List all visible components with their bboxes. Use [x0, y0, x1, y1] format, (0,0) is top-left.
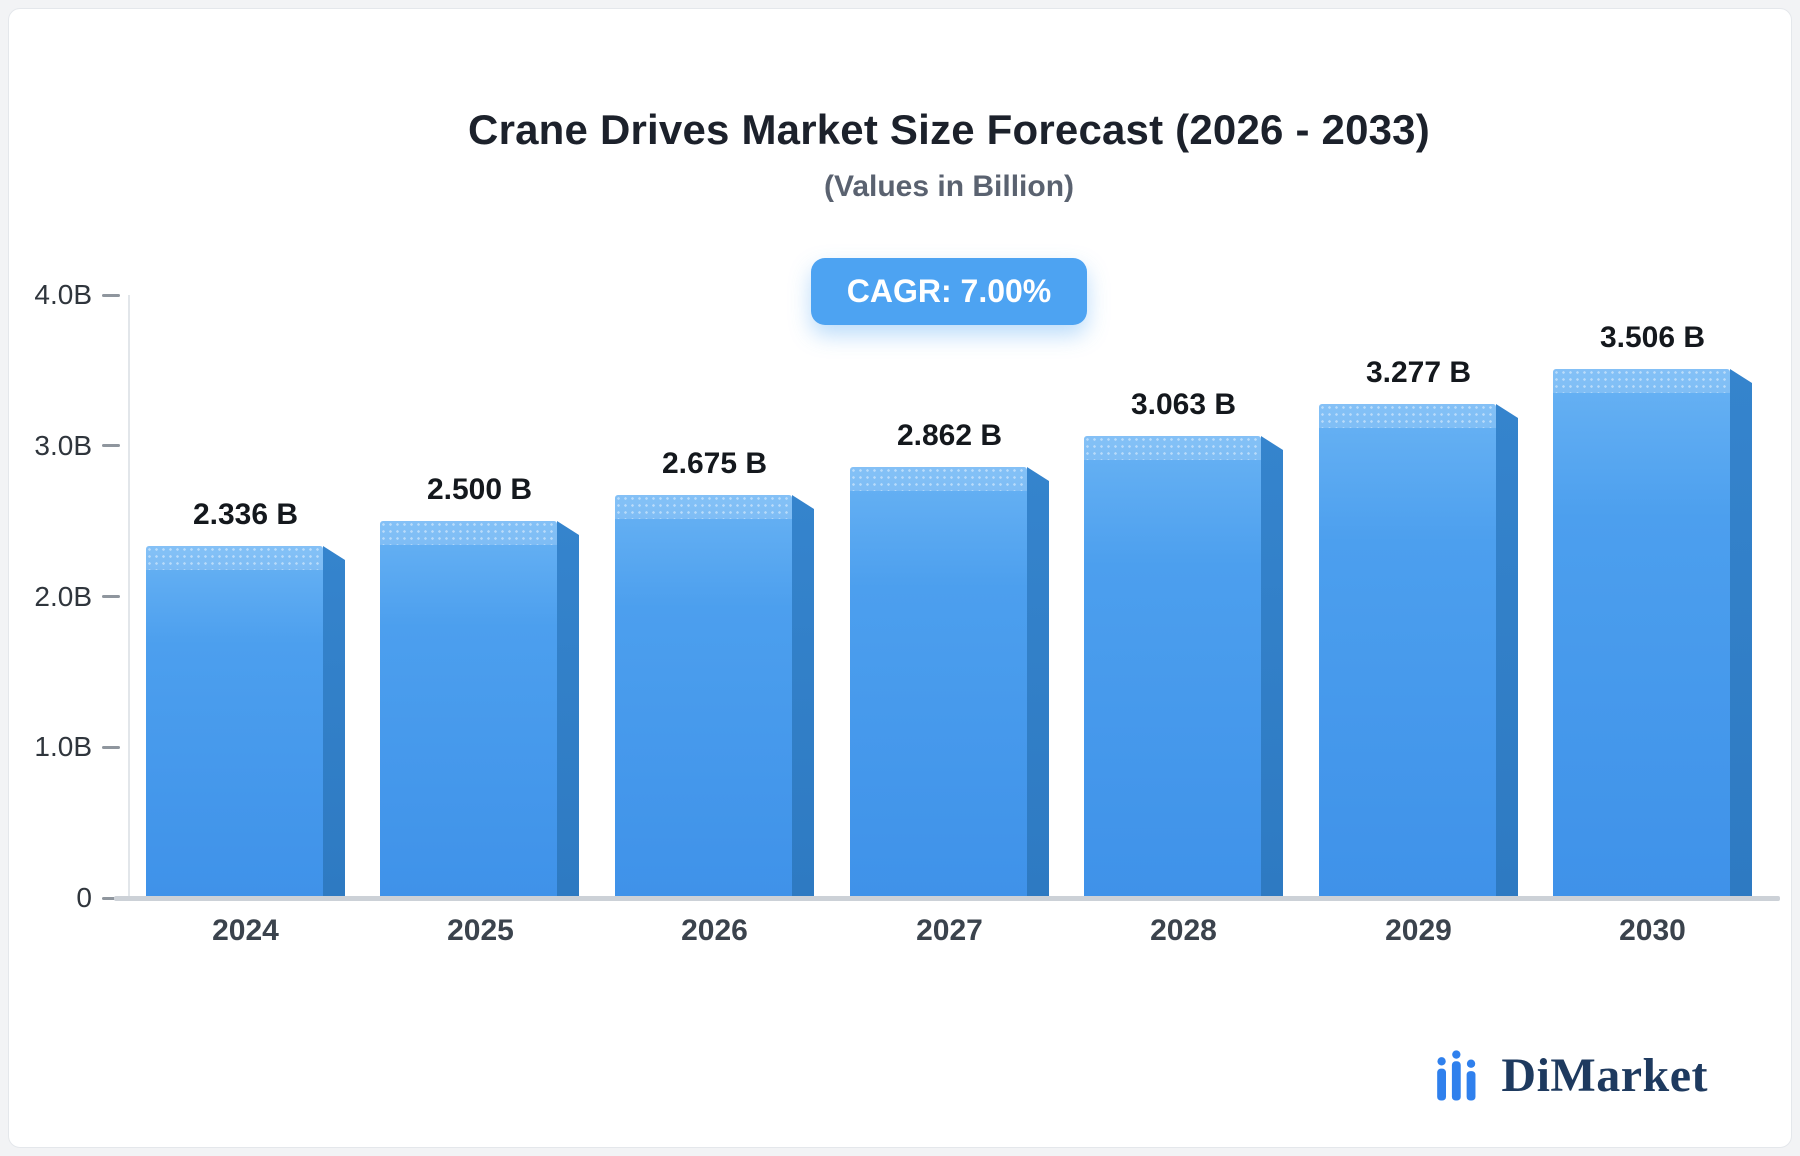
bar-2028	[1084, 436, 1261, 898]
y-tick-mark	[102, 896, 120, 900]
y-tick-label: 1.0B	[34, 731, 92, 763]
bar-side-2024	[323, 546, 345, 898]
brand-logo: DiMarket	[1433, 1048, 1708, 1103]
y-tick-mark	[102, 595, 120, 598]
bar-side-2025	[557, 521, 579, 898]
brand-name: DiMarket	[1501, 1049, 1708, 1102]
bar-2025	[380, 521, 557, 898]
bar-value-label: 3.506 B	[1599, 321, 1706, 354]
x-axis-label: 2024	[212, 914, 279, 947]
bar-2029	[1319, 404, 1496, 898]
cagr-badge-wrapper: CAGR: 7.00%	[128, 258, 1770, 325]
bar-side-2030	[1730, 369, 1752, 898]
bar-value-label: 2.862 B	[896, 419, 1003, 452]
chart-title: Crane Drives Market Size Forecast (2026 …	[468, 106, 1430, 153]
y-tick-mark	[102, 745, 120, 749]
x-axis-label: 2028	[1150, 914, 1217, 947]
bar-top-highlight	[146, 546, 323, 570]
bar-top-highlight	[615, 495, 792, 519]
bar-side-2026	[792, 495, 814, 898]
y-tick-label: 2.0B	[34, 580, 92, 612]
bar-top-highlight	[1553, 369, 1730, 393]
bar-top-highlight	[1319, 404, 1496, 428]
bar-2030	[1553, 369, 1730, 898]
y-tick-label: 0	[76, 882, 92, 913]
bar-top-highlight	[380, 521, 557, 545]
bar-chart-icon	[1437, 1049, 1476, 1101]
x-axis-label: 2027	[916, 914, 983, 947]
x-axis-label: 2025	[447, 914, 514, 947]
x-axis-label: 2026	[681, 914, 748, 947]
y-tick-mark	[102, 293, 120, 297]
bar-value-label: 2.675 B	[661, 447, 768, 480]
bar-value-label: 2.500 B	[426, 473, 533, 506]
bar-top-highlight	[850, 467, 1027, 491]
y-axis-line	[128, 295, 130, 898]
bar-side-2027	[1027, 467, 1049, 898]
bar-value-label: 3.063 B	[1130, 388, 1237, 421]
x-axis-label: 2029	[1385, 914, 1452, 947]
bar-side-2029	[1496, 404, 1518, 898]
bar-2026	[615, 495, 792, 898]
bar-value-label: 2.336 B	[192, 498, 299, 531]
y-tick-label: 3.0B	[34, 429, 92, 461]
bar-side-2028	[1261, 436, 1283, 898]
cagr-badge: CAGR: 7.00%	[810, 258, 1088, 325]
chart-subtitle: (Values in Billion)	[823, 170, 1075, 203]
bar-2024	[146, 546, 323, 898]
x-axis-line	[114, 896, 1780, 901]
x-axis-label: 2030	[1619, 914, 1686, 947]
bar-top-highlight	[1084, 436, 1261, 460]
y-tick-mark	[102, 444, 120, 448]
bar-value-label: 3.277 B	[1365, 356, 1472, 389]
bar-2027	[850, 467, 1027, 898]
y-tick-label: 4.0B	[34, 279, 92, 310]
